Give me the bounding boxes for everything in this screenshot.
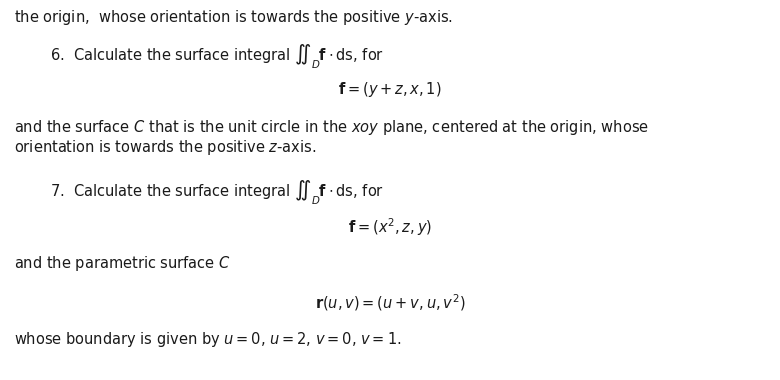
Text: $\mathbf{f} = (y + z, x, 1)$: $\mathbf{f} = (y + z, x, 1)$ xyxy=(339,80,441,99)
Text: 6.  Calculate the surface integral $\iint_D\mathbf{f}\cdot\mathrm{ds}$, for: 6. Calculate the surface integral $\iint… xyxy=(50,42,384,71)
Text: whose boundary is given by $u = 0$, $u = 2$, $v = 0$, $v = 1$.: whose boundary is given by $u = 0$, $u =… xyxy=(14,330,402,349)
Text: orientation is towards the positive $z$-axis.: orientation is towards the positive $z$-… xyxy=(14,138,316,157)
Text: and the surface $C$ that is the unit circle in the $\mathit{xoy}$ plane, centere: and the surface $C$ that is the unit cir… xyxy=(14,118,649,137)
Text: $\mathbf{f} = (x^2, z, y)$: $\mathbf{f} = (x^2, z, y)$ xyxy=(348,216,432,238)
Text: and the parametric surface $C$: and the parametric surface $C$ xyxy=(14,254,231,273)
Text: 7.  Calculate the surface integral $\iint_D\mathbf{f}\cdot\mathrm{ds}$, for: 7. Calculate the surface integral $\iint… xyxy=(50,178,384,207)
Text: the origin,  whose orientation is towards the positive $y$-axis.: the origin, whose orientation is towards… xyxy=(14,8,453,27)
Text: $\mathbf{r}(u, v) = (u + v, u, v^2)$: $\mathbf{r}(u, v) = (u + v, u, v^2)$ xyxy=(314,292,466,313)
